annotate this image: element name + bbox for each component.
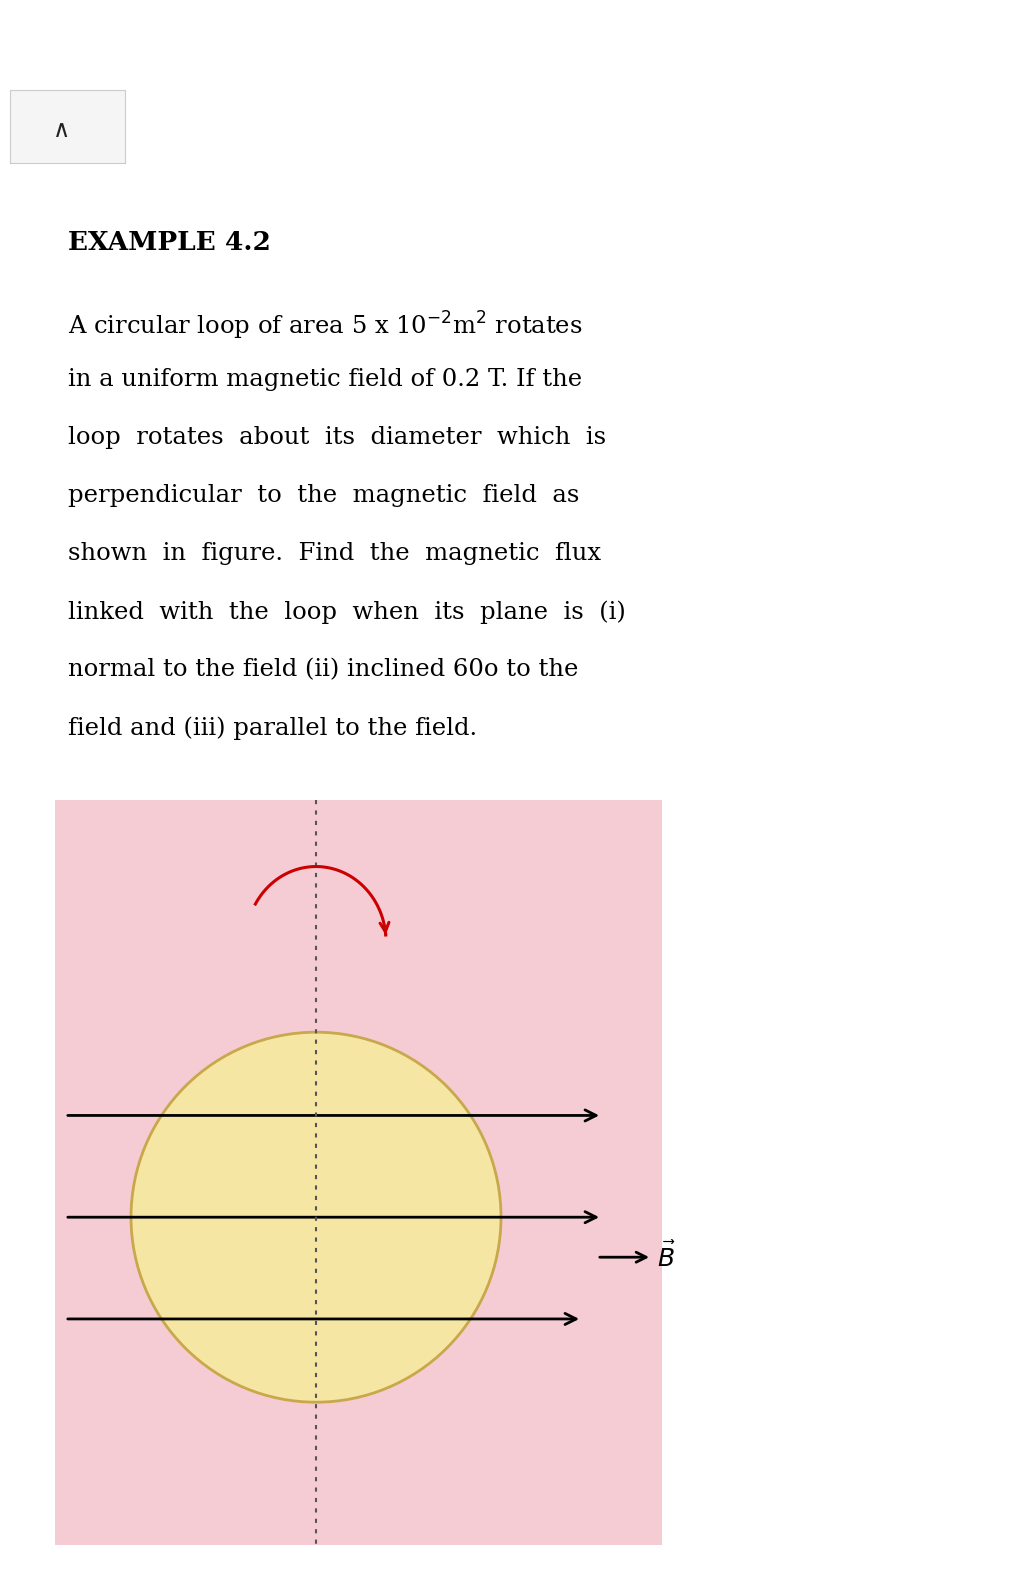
Text: normal to the field (ii) inclined 60o to the: normal to the field (ii) inclined 60o to…: [68, 658, 579, 681]
Text: Discover over 300,000 life science: Discover over 300,000 life science: [31, 20, 352, 38]
Text: A circular loop of area 5 x 10$^{-2}$m$^{2}$ rotates: A circular loop of area 5 x 10$^{-2}$m$^…: [68, 310, 583, 343]
Text: $\vec{B}$: $\vec{B}$: [657, 1243, 676, 1273]
Text: in a uniform magnetic field of 0.2 T. If the: in a uniform magnetic field of 0.2 T. If…: [68, 368, 582, 392]
Bar: [55, 801, 662, 1545]
Text: perpendicular  to  the  magnetic  field  as: perpendicular to the magnetic field as: [68, 484, 580, 507]
Circle shape: [131, 1032, 501, 1402]
Text: loop  rotates  about  its  diameter  which  is: loop rotates about its diameter which is: [68, 426, 606, 448]
Text: field and (iii) parallel to the field.: field and (iii) parallel to the field.: [68, 716, 477, 739]
Text: ∧: ∧: [53, 118, 71, 142]
Text: EXAMPLE 4.2: EXAMPLE 4.2: [68, 230, 271, 255]
Text: products & services: products & services: [31, 52, 217, 71]
Text: shown  in  figure.  Find  the  magnetic  flux: shown in figure. Find the magnetic flux: [68, 543, 601, 565]
Text: linked  with  the  loop  when  its  plane  is  (i): linked with the loop when its plane is (…: [68, 599, 626, 623]
